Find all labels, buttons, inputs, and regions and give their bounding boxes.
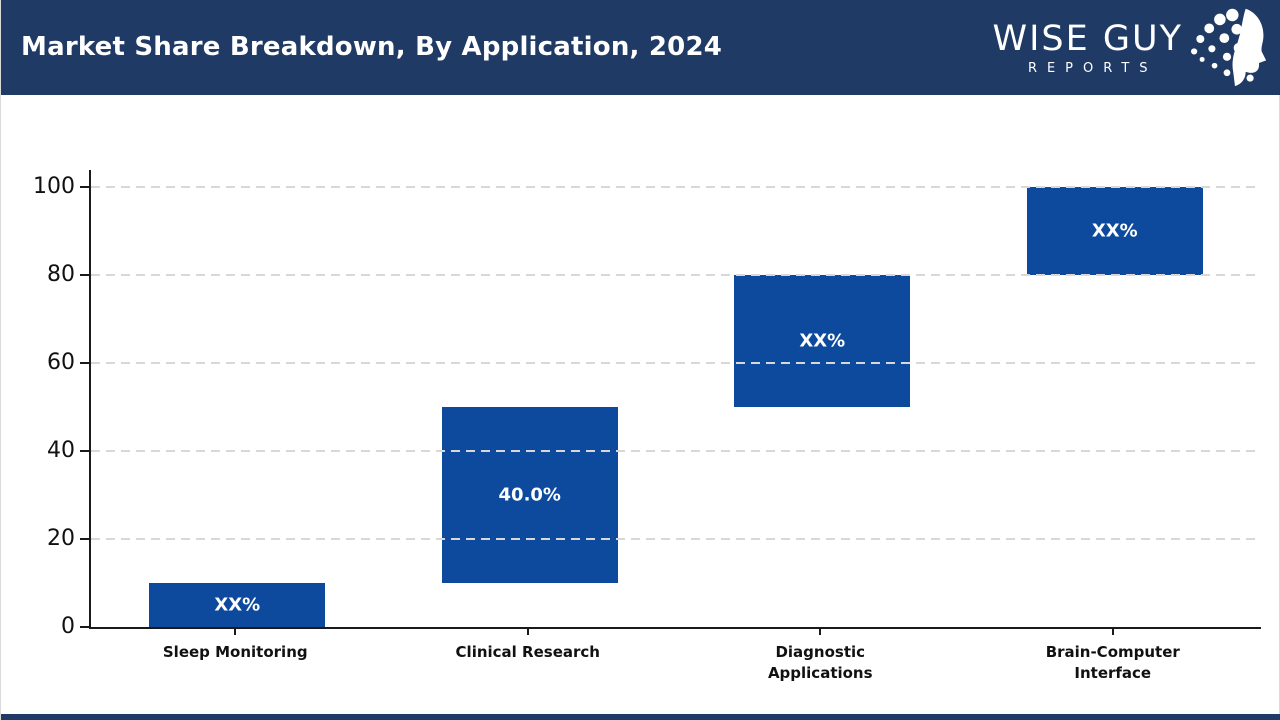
y-tick-label: 60	[47, 350, 75, 376]
y-tick-label: 40	[47, 438, 75, 464]
x-tick-mark	[526, 629, 529, 635]
x-category-label: Diagnostic Applications	[767, 643, 873, 682]
x-category-label: Sleep Monitoring	[162, 643, 308, 661]
y-tick-label: 20	[47, 526, 75, 551]
y-tick-label: 0	[61, 614, 75, 639]
gridline	[91, 450, 1261, 453]
y-tick-mark	[80, 186, 89, 189]
plot-area: XX% 40.0% XX% XX%	[80, 170, 1261, 629]
footer-bar	[1, 714, 1280, 720]
gridline	[91, 362, 1261, 365]
y-tick-mark	[80, 450, 89, 453]
chart-bar	[149, 583, 326, 627]
y-tick-mark	[80, 362, 89, 365]
brand-logo-text: WISE GUY REPORTS	[992, 19, 1183, 76]
bar-value-label: XX%	[1091, 220, 1138, 242]
y-tick-mark	[80, 626, 89, 628]
brand-logo: WISE GUY REPORTS	[992, 6, 1267, 88]
bar-value-label: 40.0%	[498, 484, 561, 506]
x-category-label: Clinical Research	[455, 643, 600, 661]
chart-bar	[734, 275, 911, 408]
header-bar: Market Share Breakdown, By Application, …	[1, 0, 1280, 95]
chart-bar	[441, 407, 618, 583]
brand-head-icon	[1191, 8, 1267, 87]
x-tick-mark	[234, 629, 237, 635]
bar-value-label: XX%	[799, 330, 846, 352]
brand-name: WISE GUY	[992, 18, 1183, 59]
y-tick-mark	[80, 538, 89, 540]
gridline	[91, 538, 1261, 540]
gridline	[91, 274, 1261, 277]
bar-value-label: XX%	[214, 594, 261, 616]
y-tick-label: 100	[33, 174, 75, 200]
chart-region: XX% 40.0% XX% XX% Sleep Monitoring Clinical …	[1, 95, 1279, 714]
chart-title: Market Share Breakdown, By Application, …	[21, 32, 723, 62]
x-tick-mark	[1111, 629, 1114, 635]
x-category-label: Brain-Computer Interface	[1045, 643, 1180, 682]
brand-subname: REPORTS	[1027, 60, 1158, 76]
y-tick-label: 80	[47, 262, 75, 288]
gridline	[91, 186, 1261, 189]
x-tick-mark	[819, 629, 822, 635]
y-tick-mark	[80, 274, 89, 277]
